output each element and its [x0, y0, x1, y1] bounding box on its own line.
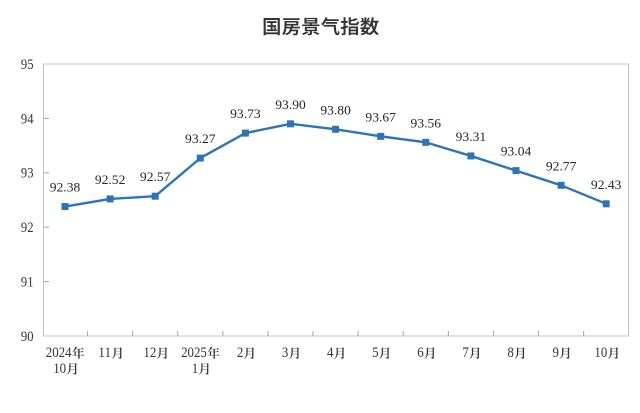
svg-text:6: 6 — [417, 345, 423, 361]
svg-text:2024: 2024 — [46, 345, 72, 361]
svg-text:12: 12 — [143, 345, 156, 361]
svg-text:7: 7 — [462, 345, 468, 361]
svg-text:10: 10 — [594, 345, 607, 361]
svg-text:93.90: 93.90 — [275, 97, 306, 112]
svg-text:92.43: 92.43 — [591, 177, 622, 192]
svg-text:92.38: 92.38 — [50, 180, 81, 195]
svg-text:1: 1 — [192, 361, 198, 377]
svg-text:90: 90 — [21, 329, 34, 345]
svg-text:3: 3 — [282, 345, 288, 361]
svg-text:5: 5 — [372, 345, 378, 361]
svg-text:11: 11 — [98, 345, 111, 361]
svg-text:93: 93 — [21, 166, 34, 182]
svg-text:93.73: 93.73 — [230, 106, 261, 121]
svg-text:93.27: 93.27 — [185, 131, 216, 146]
svg-text:2: 2 — [237, 345, 243, 361]
svg-text:9: 9 — [553, 345, 559, 361]
svg-text:93.56: 93.56 — [411, 115, 442, 130]
svg-text:10: 10 — [53, 361, 66, 377]
svg-text:2025: 2025 — [181, 345, 207, 361]
svg-text:92.52: 92.52 — [95, 172, 126, 187]
svg-text:92.77: 92.77 — [546, 158, 577, 173]
svg-text:4: 4 — [327, 345, 334, 361]
svg-text:93.04: 93.04 — [501, 144, 532, 159]
svg-text:95: 95 — [21, 57, 34, 73]
svg-text:93.67: 93.67 — [365, 109, 396, 124]
svg-text:94: 94 — [21, 111, 34, 127]
svg-text:91: 91 — [21, 275, 34, 291]
svg-text:92: 92 — [21, 220, 34, 236]
svg-text:93.31: 93.31 — [456, 129, 487, 144]
svg-text:92.57: 92.57 — [140, 169, 171, 184]
svg-text:93.80: 93.80 — [320, 102, 351, 117]
svg-text:8: 8 — [507, 345, 513, 361]
